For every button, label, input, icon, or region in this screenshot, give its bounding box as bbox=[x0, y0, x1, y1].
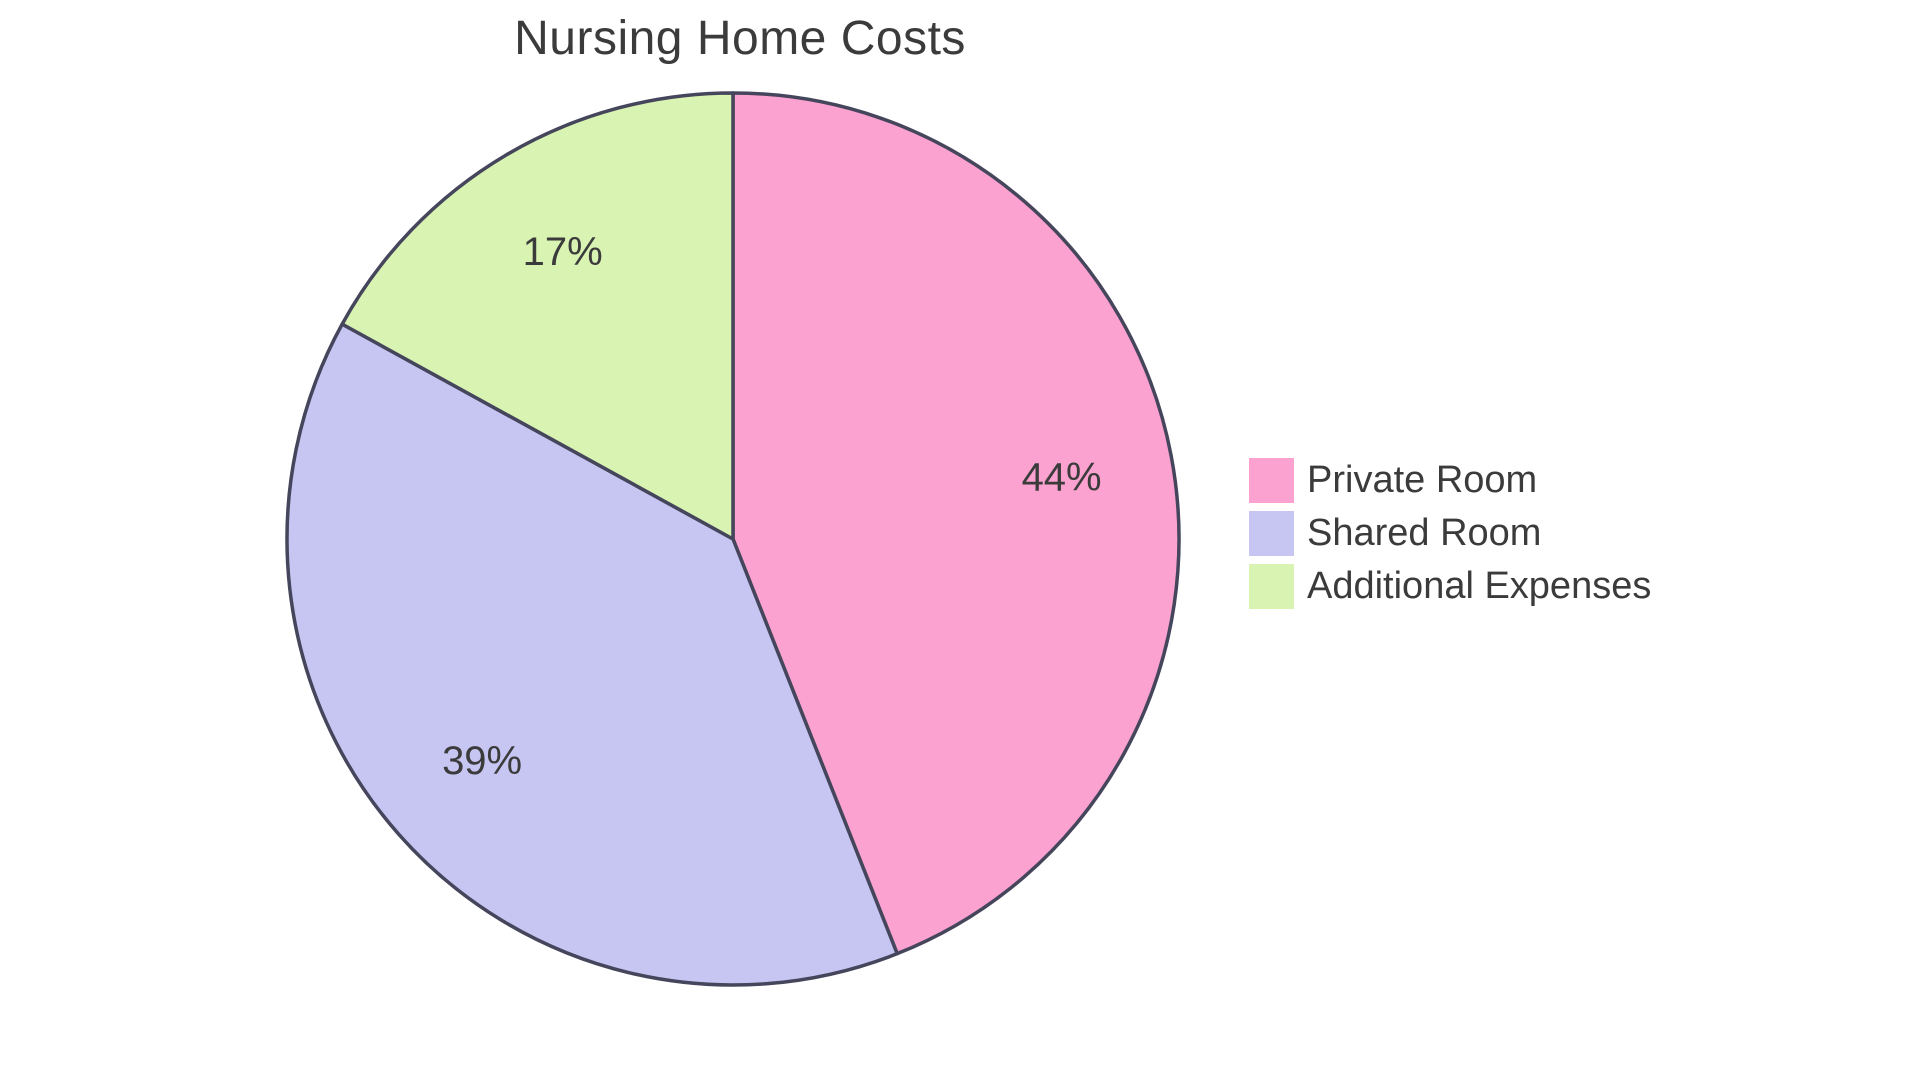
legend: Private Room Shared Room Additional Expens… bbox=[1249, 458, 1651, 617]
pie-slice-private-room bbox=[731, 91, 1181, 956]
pie-pct-label-shared-room: 39% bbox=[442, 739, 522, 783]
pie-pct-label-additional-expenses: 17% bbox=[523, 230, 603, 274]
legend-label-shared-room: Shared Room bbox=[1307, 512, 1542, 554]
legend-label-private-room: Private Room bbox=[1307, 459, 1538, 501]
legend-swatch-shared-room bbox=[1249, 511, 1294, 556]
legend-swatch-private-room bbox=[1249, 458, 1294, 503]
chart-title: Nursing Home Costs bbox=[514, 12, 966, 65]
pie-slice-shared-room bbox=[285, 322, 899, 987]
legend-item-shared-room: Shared Room bbox=[1249, 511, 1651, 556]
legend-item-additional-expenses: Additional Expenses bbox=[1249, 564, 1651, 609]
legend-label-additional-expenses: Additional Expenses bbox=[1307, 565, 1652, 607]
pie-slice-additional-expenses bbox=[340, 91, 735, 541]
legend-item-private-room: Private Room bbox=[1249, 458, 1651, 503]
legend-swatch-additional-expenses bbox=[1249, 564, 1294, 609]
pie-pct-label-private-room: 44% bbox=[1022, 455, 1102, 499]
